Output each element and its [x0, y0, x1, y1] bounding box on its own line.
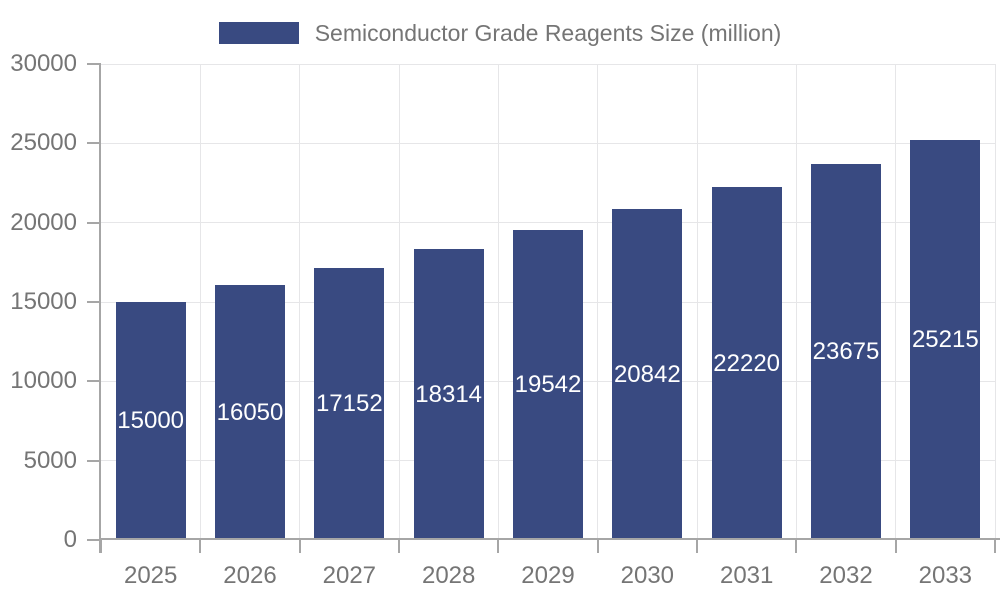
bar — [513, 229, 583, 540]
x-axis-tick — [100, 540, 102, 553]
x-axis-tick — [199, 540, 202, 553]
legend: Semiconductor Grade Reagents Size (milli… — [0, 21, 1000, 45]
y-gridline — [101, 222, 995, 224]
x-gridline — [497, 64, 499, 540]
bar — [215, 285, 285, 540]
x-axis-tick — [795, 540, 798, 553]
y-gridline — [101, 142, 995, 144]
x-gridline — [398, 64, 400, 540]
x-axis-tick-label: 2026 — [223, 562, 277, 589]
bar — [413, 249, 484, 540]
x-gridline — [597, 64, 599, 540]
y-axis-tick — [87, 539, 101, 541]
x-axis-tick — [298, 540, 301, 553]
y-axis-tick — [87, 221, 101, 224]
y-axis-tick-label: 25000 — [10, 129, 77, 157]
x-gridline — [299, 64, 301, 540]
x-axis-tick-label: 2030 — [620, 562, 675, 589]
x-gridline — [696, 64, 698, 540]
x-axis-tick — [994, 540, 996, 553]
y-axis-tick — [87, 142, 101, 145]
x-axis-tick — [596, 540, 599, 553]
bar-value-label: 17152 — [315, 389, 383, 417]
legend-label: Semiconductor Grade Reagents Size (milli… — [314, 20, 782, 46]
x-axis-tick — [696, 540, 698, 553]
x-gridline — [994, 64, 996, 540]
x-axis-tick — [497, 540, 500, 553]
x-axis-line — [99, 538, 1000, 540]
bar — [811, 164, 881, 540]
x-axis-tick — [398, 540, 400, 553]
bar — [115, 302, 186, 540]
y-axis-tick — [87, 63, 101, 65]
y-axis-line — [99, 64, 101, 553]
bar — [314, 267, 385, 540]
x-axis-tick-label: 2029 — [521, 562, 575, 589]
x-gridline — [795, 64, 797, 540]
x-axis-tick-label: 2028 — [421, 562, 476, 589]
y-axis-tick — [87, 301, 101, 303]
x-axis-tick — [894, 540, 897, 553]
bar — [711, 187, 782, 540]
legend-item[interactable]: Semiconductor Grade Reagents Size (milli… — [218, 20, 782, 46]
bar — [910, 139, 981, 540]
legend-swatch — [218, 22, 299, 44]
y-axis-tick-label: 5000 — [23, 446, 77, 474]
y-gridline — [101, 63, 995, 65]
x-axis-tick-label: 2032 — [819, 562, 873, 589]
y-axis-tick-label: 10000 — [10, 367, 77, 395]
x-gridline — [199, 64, 201, 540]
plot-area: 0 5000 10000 15000 20000 25000 30000 15000 16050… — [10, 50, 1000, 589]
y-axis-tick — [87, 380, 101, 383]
y-axis-tick-label: 15000 — [10, 288, 77, 315]
y-axis-tick — [87, 459, 101, 462]
x-axis-tick-label: 2027 — [322, 562, 377, 589]
y-axis-tick-label: 0 — [63, 526, 77, 553]
bar-value-label: 22220 — [713, 349, 781, 377]
y-axis-tick-label: 30000 — [10, 50, 77, 77]
x-axis-tick-label: 2031 — [719, 562, 774, 589]
bar-value-label: 20842 — [613, 360, 681, 388]
x-axis-tick-label: 2025 — [123, 562, 178, 589]
y-axis-tick-label: 20000 — [10, 208, 77, 236]
x-axis-tick-label: 2033 — [918, 562, 973, 589]
bar-value-label: 25215 — [911, 325, 979, 353]
bar-value-label: 18314 — [415, 380, 483, 408]
bar-value-label: 19542 — [514, 370, 582, 398]
bar-value-label: 23675 — [812, 338, 880, 366]
x-gridline — [895, 64, 897, 540]
bar-value-label: 15000 — [117, 407, 185, 434]
bar-value-label: 16050 — [216, 398, 284, 426]
bar — [612, 209, 683, 540]
